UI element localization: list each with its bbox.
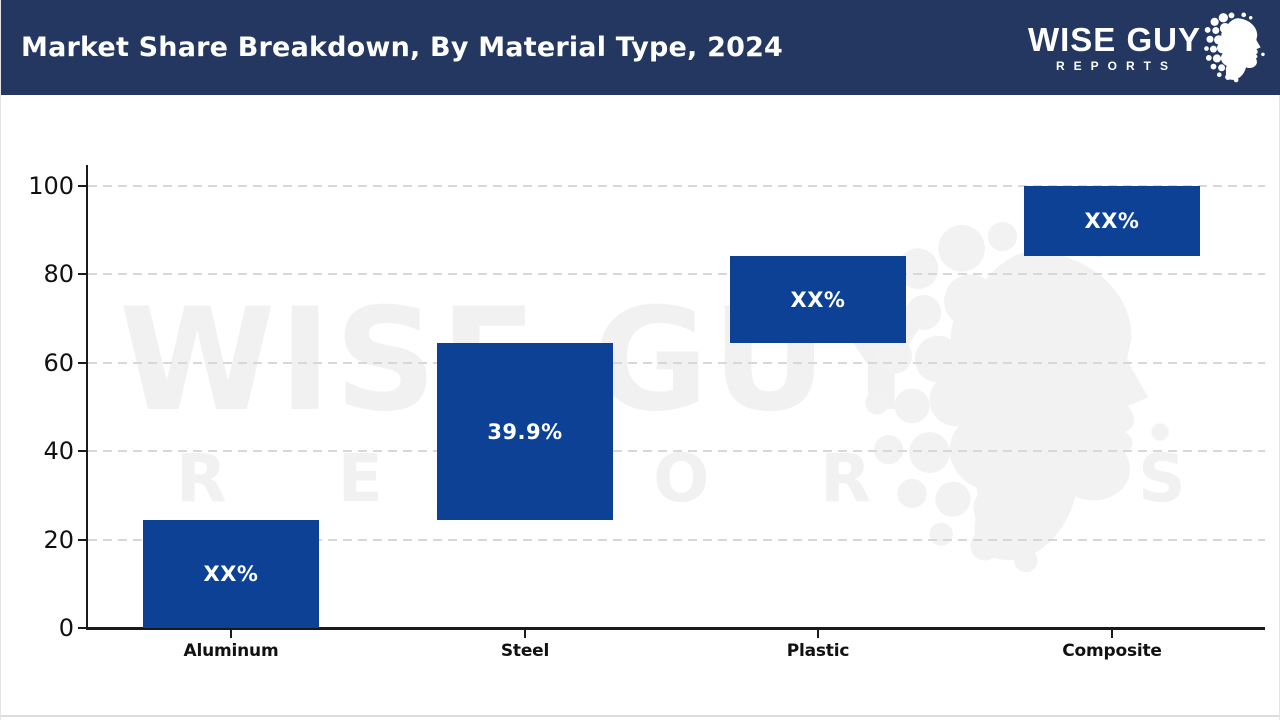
logo-head-icon — [1203, 11, 1267, 85]
y-tick-100 — [78, 185, 87, 187]
bar-value-label-plastic: XX% — [790, 287, 846, 312]
logo-text: WISE GUY REPORTS — [1028, 23, 1201, 73]
x-tick-plastic — [817, 630, 819, 638]
watermark-head-icon — [859, 222, 1181, 578]
x-tick-aluminum — [230, 630, 232, 638]
y-tick-80 — [78, 273, 87, 276]
x-tick-composite — [1111, 630, 1113, 638]
bar-composite: XX% — [1024, 186, 1200, 256]
y-tick-label-100: 100 — [28, 172, 74, 200]
logo-subtitle: REPORTS — [1055, 58, 1177, 73]
y-tick-label-20: 20 — [43, 525, 74, 554]
y-tick-0 — [78, 627, 87, 629]
y-tick-label-40: 40 — [43, 437, 74, 466]
bottom-divider — [1, 715, 1279, 717]
bar-plastic: XX% — [730, 255, 906, 344]
x-axis-label-plastic: Plastic — [786, 641, 850, 661]
bar-value-label-steel: 39.9% — [487, 419, 563, 444]
y-tick-label-0: 0 — [58, 614, 74, 642]
wise-guy-logo: WISE GUY REPORTS — [1028, 11, 1267, 85]
y-tick-60 — [78, 361, 87, 364]
gridline-20 — [88, 538, 1265, 541]
x-axis-label-aluminum: Aluminum — [183, 641, 279, 661]
chart-title: Market Share Breakdown, By Material Type… — [21, 32, 784, 63]
y-axis-line — [86, 165, 88, 630]
y-tick-20 — [78, 538, 87, 541]
x-axis-label-composite: Composite — [1062, 641, 1162, 661]
gridline-80 — [88, 273, 1265, 276]
x-tick-steel — [524, 630, 526, 638]
gridline-40 — [88, 450, 1265, 453]
gridline-60 — [88, 361, 1265, 364]
x-axis-line — [86, 627, 1265, 630]
header-bar: Market Share Breakdown, By Material Type… — [1, 0, 1280, 95]
bar-value-label-composite: XX% — [1084, 208, 1140, 233]
y-tick-label-80: 80 — [43, 260, 74, 289]
logo-wordmark: WISE GUY — [1027, 20, 1201, 58]
x-axis-label-steel: Steel — [500, 641, 550, 661]
y-tick-40 — [78, 450, 87, 453]
gridline-100 — [88, 185, 1265, 187]
bar-steel: 39.9% — [437, 343, 613, 520]
bar-value-label-aluminum: XX% — [203, 561, 259, 586]
bar-aluminum: XX% — [143, 519, 319, 628]
y-tick-label-60: 60 — [43, 348, 74, 377]
